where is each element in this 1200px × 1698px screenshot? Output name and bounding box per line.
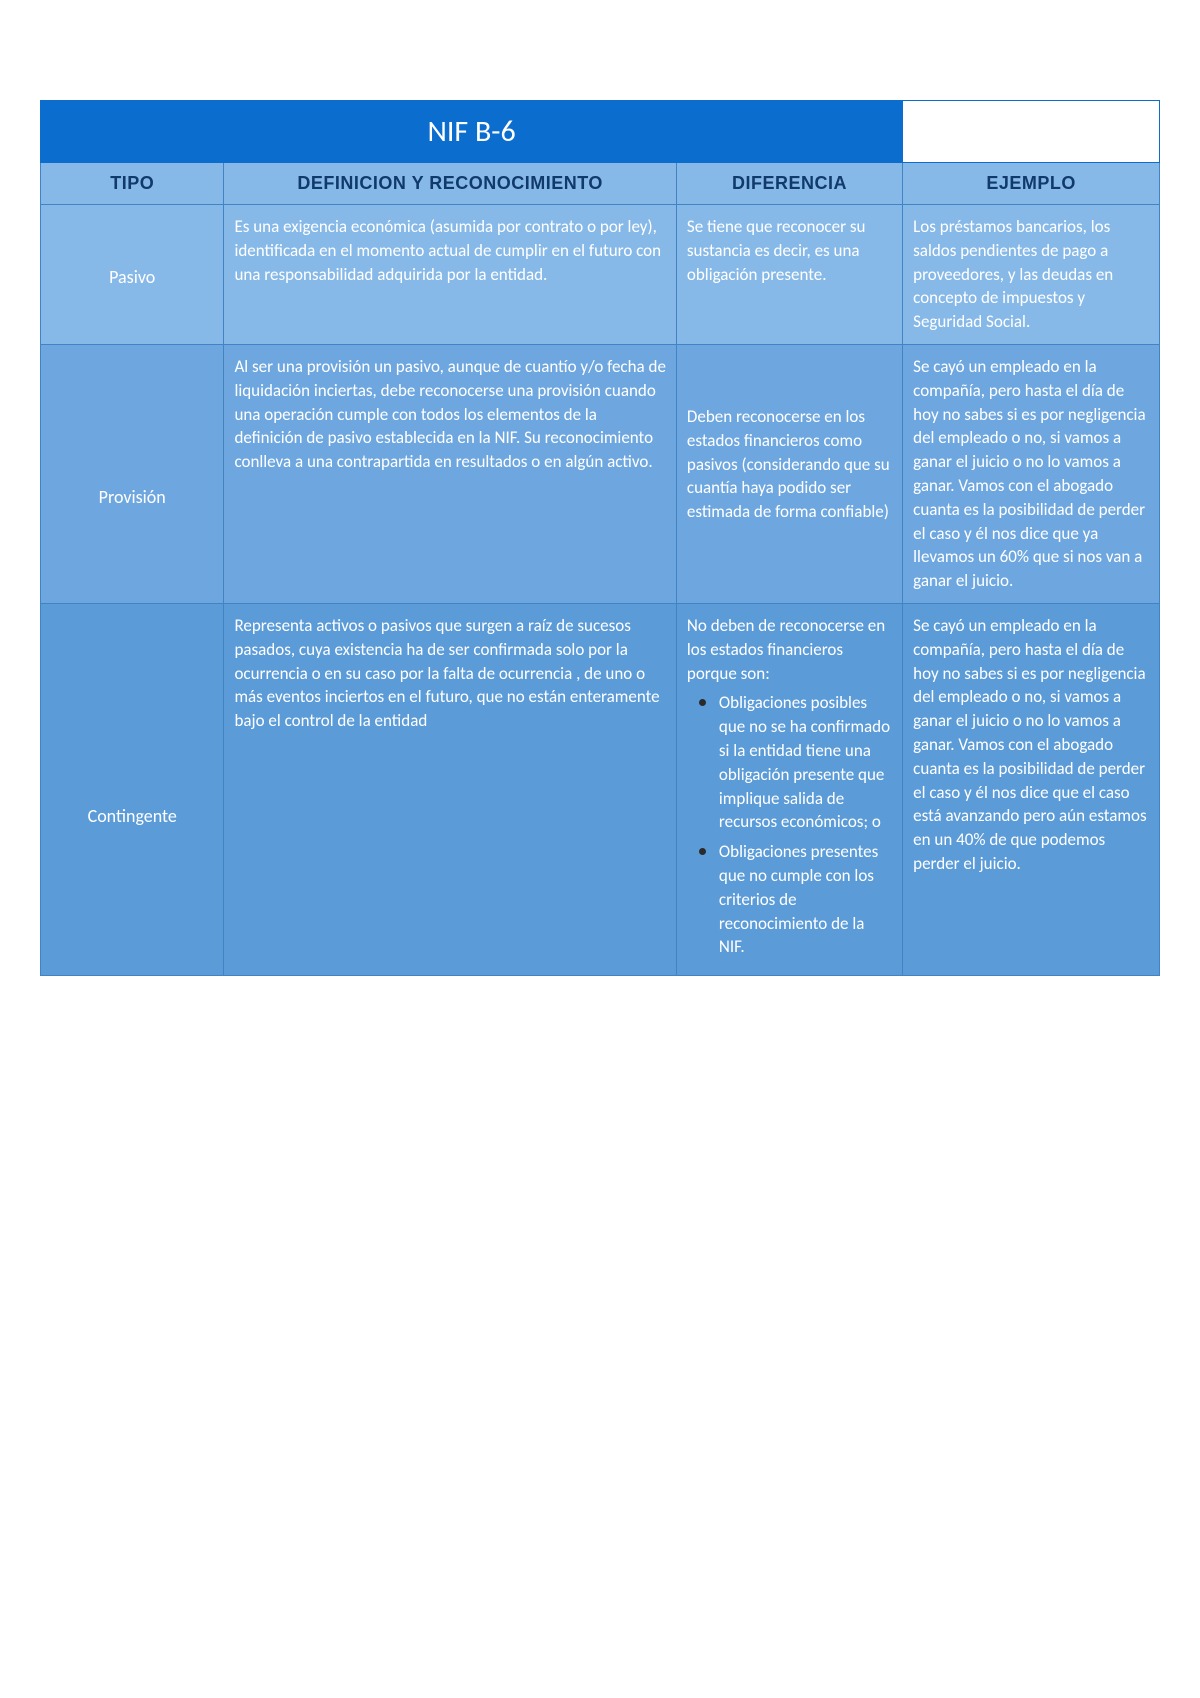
table-title: NIF B-6 [41, 101, 903, 163]
header-row: TIPO DEFINICION Y RECONOCIMIENTO DIFEREN… [41, 163, 1160, 205]
title-row: NIF B-6 [41, 101, 1160, 163]
col-diferencia: DIFERENCIA [676, 163, 902, 205]
diferencia-list: Obligaciones posibles que no se ha confi… [687, 691, 892, 959]
cell-definicion: Al ser una provisión un pasivo, aunque d… [224, 344, 676, 603]
table-row: Contingente Representa activos o pasivos… [41, 603, 1160, 975]
list-item: Obligaciones posibles que no se ha confi… [705, 691, 892, 834]
table-row: Pasivo Es una exigencia económica (asumi… [41, 205, 1160, 345]
cell-tipo: Contingente [41, 603, 224, 975]
nif-table: NIF B-6 TIPO DEFINICION Y RECONOCIMIENTO… [40, 100, 1160, 976]
cell-ejemplo: Los préstamos bancarios, los saldos pend… [903, 205, 1160, 345]
col-ejemplo: EJEMPLO [903, 163, 1160, 205]
table-row: Provisión Al ser una provisión un pasivo… [41, 344, 1160, 603]
title-blank-cell [903, 101, 1160, 163]
cell-tipo: Provisión [41, 344, 224, 603]
col-definicion: DEFINICION Y RECONOCIMIENTO [224, 163, 676, 205]
cell-definicion: Representa activos o pasivos que surgen … [224, 603, 676, 975]
col-tipo: TIPO [41, 163, 224, 205]
cell-diferencia: No deben de reconocerse en los estados f… [676, 603, 902, 975]
cell-definicion: Es una exigencia económica (asumida por … [224, 205, 676, 345]
diferencia-intro: No deben de reconocerse en los estados f… [687, 614, 892, 685]
list-item: Obligaciones presentes que no cumple con… [705, 840, 892, 959]
cell-ejemplo: Se cayó un empleado en la compañía, pero… [903, 344, 1160, 603]
cell-ejemplo: Se cayó un empleado en la compañía, pero… [903, 603, 1160, 975]
cell-diferencia: Se tiene que reconocer su sustancia es d… [676, 205, 902, 345]
cell-tipo: Pasivo [41, 205, 224, 345]
cell-diferencia: Deben reconocerse en los estados financi… [676, 344, 902, 603]
